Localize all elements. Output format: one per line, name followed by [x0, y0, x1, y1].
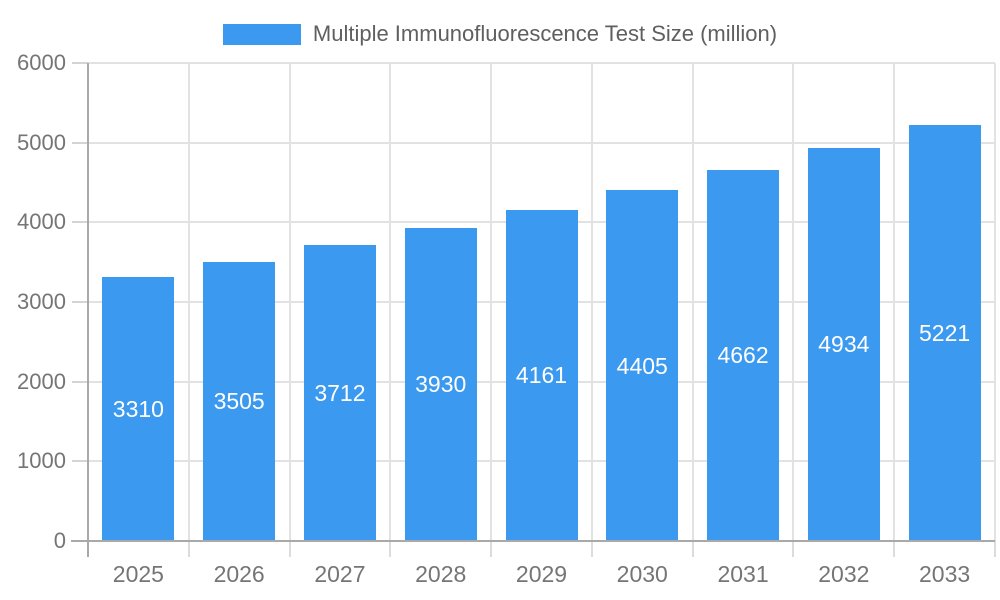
bar — [303, 245, 376, 541]
legend-label: Multiple Immunofluorescence Test Size (m… — [312, 21, 778, 46]
bar — [606, 190, 679, 541]
y-axis-tick — [72, 460, 88, 463]
y-tick-label: 3000 — [17, 289, 66, 314]
x-tick-label: 2028 — [415, 561, 467, 587]
bar — [203, 261, 276, 541]
bar — [505, 209, 578, 541]
x-tick-label: 2029 — [515, 561, 568, 587]
x-axis-tick — [994, 541, 996, 557]
bar-value-label: 4405 — [616, 352, 668, 379]
y-tick-label: 4000 — [17, 209, 66, 235]
gridline-horizontal — [88, 62, 995, 64]
x-tick-label: 2033 — [919, 561, 971, 587]
gridline-vertical — [590, 63, 593, 541]
bar — [908, 125, 981, 541]
y-tick-label: 0 — [53, 528, 66, 553]
bar-value-label: 3505 — [213, 388, 265, 415]
x-axis-tick — [187, 541, 190, 557]
x-axis-tick — [691, 541, 694, 557]
bar-value-label: 4161 — [515, 362, 568, 389]
gridline-vertical — [893, 63, 896, 541]
bar — [807, 147, 880, 541]
bar-value-label: 5221 — [919, 320, 971, 347]
gridline-vertical — [187, 63, 190, 541]
gridline-vertical — [691, 63, 694, 541]
bar-value-label: 3712 — [314, 380, 366, 407]
x-tick-label: 2031 — [717, 561, 769, 587]
gridline-vertical — [792, 63, 795, 541]
y-axis-tick — [72, 141, 88, 144]
y-axis-line — [87, 63, 89, 557]
bar-value-label: 3310 — [112, 396, 164, 423]
x-axis-tick — [893, 541, 896, 557]
x-axis-tick — [389, 541, 392, 557]
x-tick-label: 2025 — [112, 561, 164, 587]
y-axis-tick — [72, 380, 88, 383]
bar — [707, 169, 780, 541]
x-tick-label: 2032 — [818, 561, 870, 587]
x-axis-line — [71, 540, 995, 542]
x-tick-label: 2026 — [213, 561, 265, 587]
x-tick-label: 2027 — [314, 561, 366, 587]
x-axis-tick — [490, 541, 493, 557]
y-tick-label: 6000 — [17, 50, 66, 75]
y-axis-tick — [72, 221, 88, 224]
x-tick-label: 2030 — [616, 561, 668, 587]
legend-item[interactable]: Multiple Immunofluorescence Test Size (m… — [0, 21, 1000, 47]
y-tick-label: 2000 — [17, 368, 66, 394]
gridline-vertical — [994, 63, 996, 541]
x-axis-tick — [590, 541, 593, 557]
y-tick-label: 5000 — [17, 129, 66, 155]
y-tick-label: 1000 — [17, 448, 66, 474]
bar — [404, 227, 477, 541]
x-axis-tick — [288, 541, 291, 557]
plot-area — [88, 62, 996, 541]
gridline-vertical — [389, 63, 392, 541]
gridline-vertical — [490, 63, 493, 541]
x-axis-tick — [792, 541, 795, 557]
legend-swatch — [222, 23, 301, 45]
y-axis-tick — [72, 301, 88, 303]
y-axis-tick — [72, 62, 88, 64]
gridline-vertical — [288, 63, 291, 541]
bar — [102, 277, 175, 541]
bar-value-label: 4934 — [818, 331, 870, 358]
bar-value-label: 4662 — [717, 342, 769, 369]
bar-value-label: 3930 — [415, 371, 467, 398]
gridline-horizontal — [88, 141, 995, 144]
